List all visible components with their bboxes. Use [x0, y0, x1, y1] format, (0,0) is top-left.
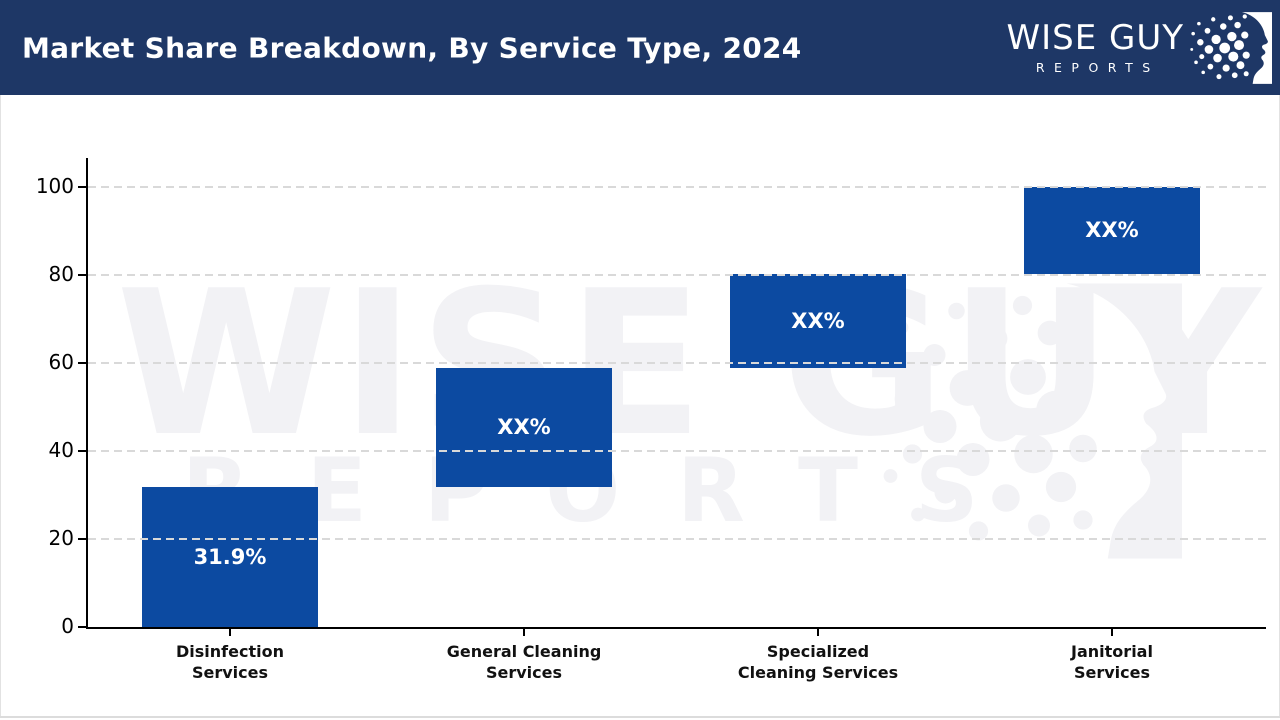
gridline-40	[88, 450, 1266, 452]
category-label: General Cleaning Services	[446, 642, 602, 682]
x-tick	[229, 629, 231, 636]
bar-value-label: XX%	[497, 415, 551, 440]
logo-wordmark: WISE GUY	[1006, 18, 1184, 58]
header-bar: Market Share Breakdown, By Service Type,…	[0, 0, 1280, 95]
x-tick	[1111, 629, 1113, 636]
bar-segment: XX%	[436, 368, 612, 487]
y-tick-label: 100	[35, 174, 74, 198]
gridline-60	[88, 362, 1266, 364]
x-tick	[817, 629, 819, 636]
category-label: Janitorial Services	[1071, 642, 1153, 682]
gridline-20	[88, 538, 1266, 540]
bar-value-label: 31.9%	[193, 544, 267, 569]
y-tick	[78, 274, 86, 276]
y-tick	[78, 538, 86, 540]
y-axis-line	[86, 158, 88, 629]
bar-segment: XX%	[1024, 187, 1200, 274]
bar-value-label: XX%	[1085, 218, 1139, 243]
bottom-border	[0, 716, 1280, 718]
y-tick	[78, 450, 86, 452]
y-tick-label: 0	[61, 614, 74, 638]
bar-segment: XX%	[730, 273, 906, 369]
x-axis-line	[86, 627, 1266, 629]
y-tick	[78, 626, 86, 628]
bar-segment: 31.9%	[142, 486, 318, 627]
y-tick-label: 80	[48, 262, 74, 286]
logo-subtext: REPORTS	[1035, 60, 1160, 75]
y-tick-label: 40	[48, 438, 74, 462]
y-tick	[78, 362, 86, 364]
y-tick-label: 60	[48, 350, 74, 374]
page-title: Market Share Breakdown, By Service Type,…	[22, 31, 802, 64]
bar-value-label: XX%	[791, 308, 845, 333]
category-label: Disinfection Services	[176, 642, 284, 682]
left-border	[0, 95, 1, 718]
y-tick-label: 20	[48, 526, 74, 550]
x-tick	[523, 629, 525, 636]
logo-text: WISE GUY REPORTS	[1006, 21, 1184, 75]
wise-guy-logo: WISE GUY REPORTS	[1006, 4, 1272, 92]
watermark: WISE GUY REPORTS	[0, 95, 1280, 720]
gridline-80	[88, 274, 1266, 276]
y-tick	[78, 186, 86, 188]
gridline-100	[88, 186, 1266, 188]
category-label: Specialized Cleaning Services	[737, 642, 899, 682]
